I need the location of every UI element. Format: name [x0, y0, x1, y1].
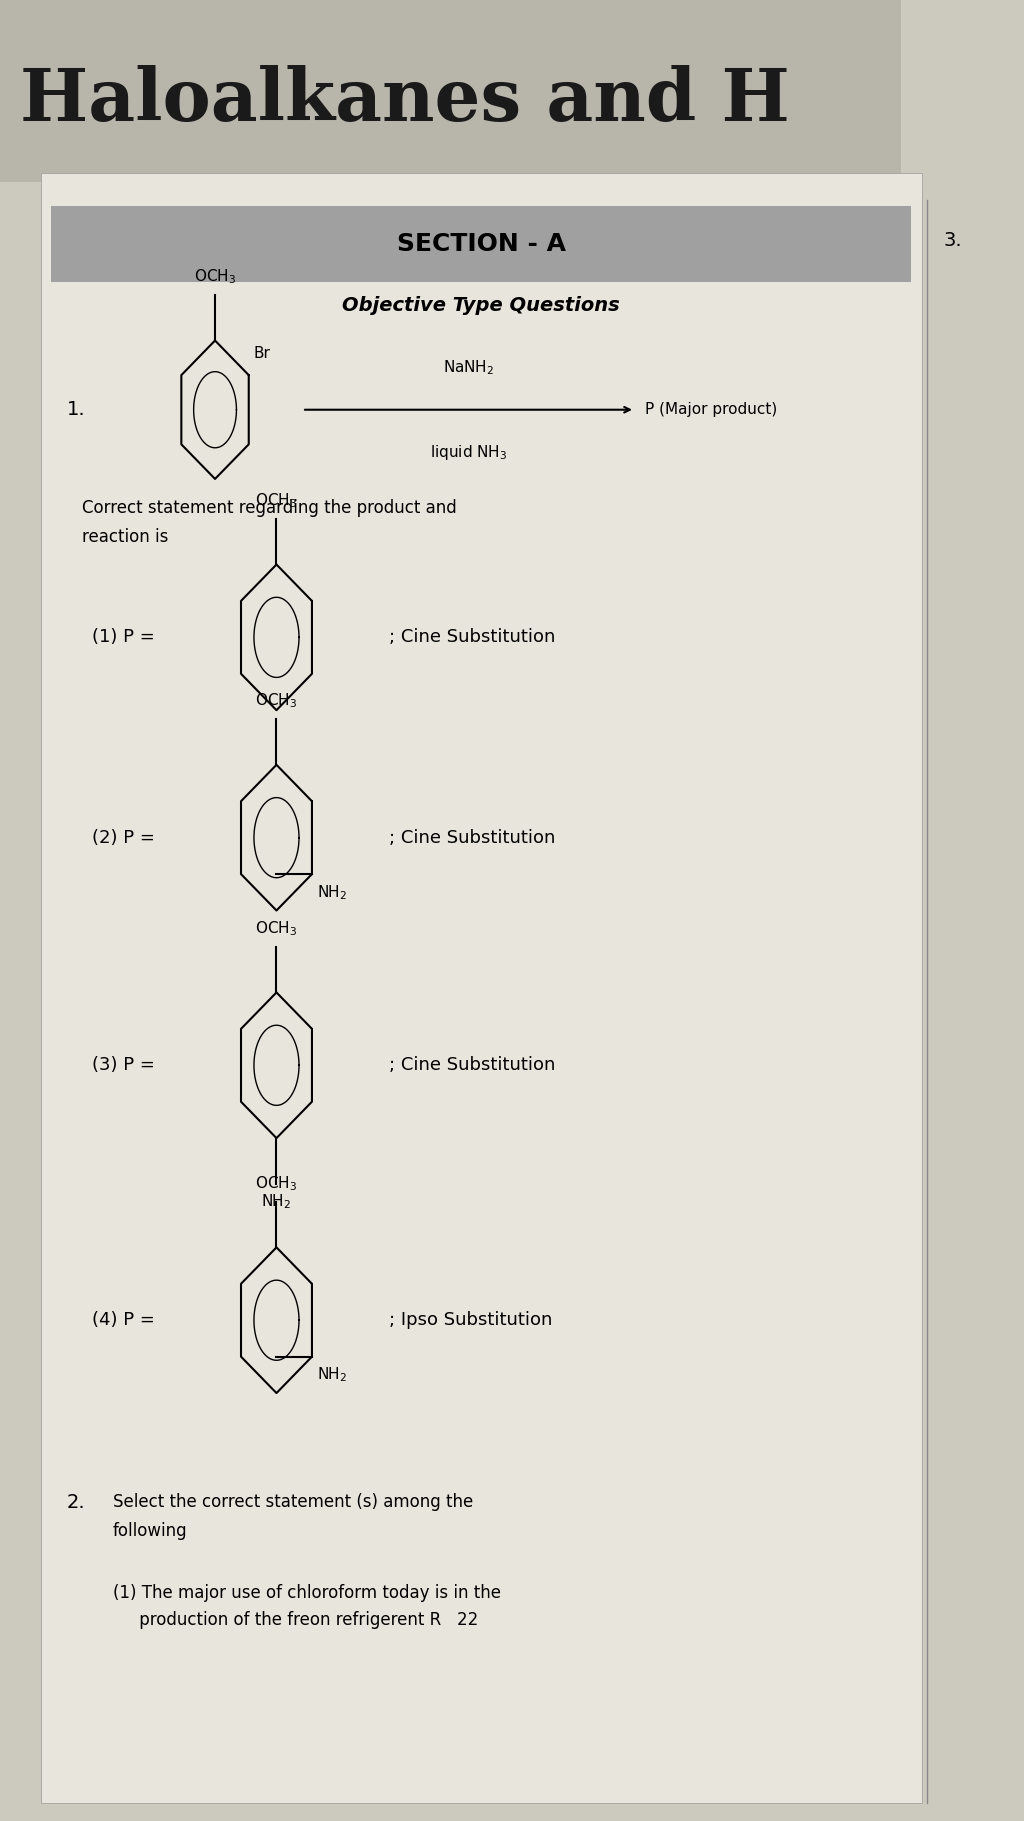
Text: (3) P =: (3) P =: [92, 1056, 155, 1074]
Text: (1) The major use of chloroform today is in the
     production of the freon ref: (1) The major use of chloroform today is…: [113, 1584, 501, 1628]
Text: 2.: 2.: [67, 1493, 85, 1511]
Text: 1.: 1.: [67, 401, 85, 419]
Text: Haloalkanes and H: Haloalkanes and H: [20, 66, 791, 135]
Text: OCH$_3$: OCH$_3$: [255, 1175, 298, 1193]
Text: 3.: 3.: [943, 231, 962, 249]
Text: NH$_2$: NH$_2$: [261, 1193, 292, 1211]
Text: NH$_2$: NH$_2$: [317, 1366, 347, 1384]
FancyBboxPatch shape: [0, 0, 901, 182]
Text: P (Major product): P (Major product): [645, 402, 777, 417]
Text: ; Cine Substitution: ; Cine Substitution: [389, 829, 555, 847]
Text: OCH$_3$: OCH$_3$: [255, 492, 298, 510]
Text: (4) P =: (4) P =: [92, 1311, 155, 1329]
Text: OCH$_3$: OCH$_3$: [255, 692, 298, 710]
Text: NH$_2$: NH$_2$: [317, 883, 347, 901]
Text: ; Cine Substitution: ; Cine Substitution: [389, 1056, 555, 1074]
Text: (1) P =: (1) P =: [92, 628, 155, 646]
Text: (2) P =: (2) P =: [92, 829, 155, 847]
FancyBboxPatch shape: [51, 206, 911, 282]
Text: NaNH$_2$: NaNH$_2$: [443, 359, 494, 377]
FancyBboxPatch shape: [41, 173, 922, 1803]
Text: SECTION - A: SECTION - A: [396, 231, 566, 257]
Text: OCH$_3$: OCH$_3$: [255, 920, 298, 938]
Text: Correct statement regarding the product and
reaction is: Correct statement regarding the product …: [82, 499, 457, 546]
Text: ; Cine Substitution: ; Cine Substitution: [389, 628, 555, 646]
Text: liquid NH$_3$: liquid NH$_3$: [430, 443, 507, 461]
Text: ; Ipso Substitution: ; Ipso Substitution: [389, 1311, 553, 1329]
Text: OCH$_3$: OCH$_3$: [194, 268, 237, 286]
Text: Select the correct statement (s) among the
following: Select the correct statement (s) among t…: [113, 1493, 473, 1541]
Text: Br: Br: [254, 346, 270, 361]
Text: Objective Type Questions: Objective Type Questions: [342, 297, 621, 315]
